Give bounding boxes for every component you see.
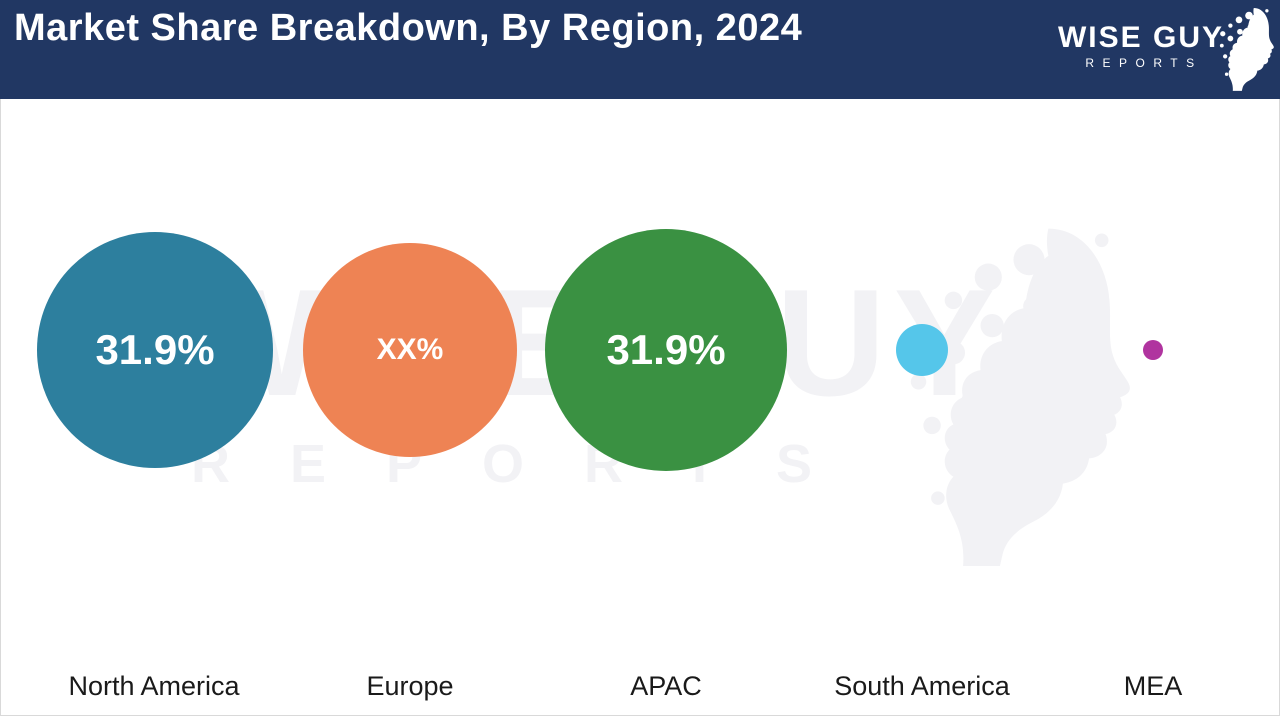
- category-label-south-america: South America: [834, 671, 1010, 701]
- bubble-value: 31.9%: [95, 326, 215, 373]
- watermark-head-icon: [903, 217, 1155, 566]
- header-bar: Market Share Breakdown, By Region, 2024 …: [0, 0, 1280, 99]
- bubble-north-america: 31.9%: [37, 232, 273, 468]
- bubble-value: XX%: [376, 333, 444, 366]
- chart-title: Market Share Breakdown, By Region, 2024: [14, 7, 803, 49]
- bubble-south-america: [896, 324, 948, 376]
- logo-wordmark: WISE GUY: [1057, 21, 1224, 54]
- chart-area: WISE GUY REPORTS 31.9% XX% 31.9% North A…: [0, 99, 1280, 716]
- category-label-apac: APAC: [630, 671, 702, 701]
- category-label-mea: MEA: [1123, 671, 1183, 701]
- bubble-value: 31.9%: [606, 326, 726, 373]
- watermark-subtitle: REPORTS: [191, 434, 873, 494]
- bubble-mea: [1143, 340, 1163, 360]
- bubble-apac: 31.9%: [545, 229, 787, 471]
- bubble-europe: XX%: [303, 243, 517, 457]
- wise-guy-reports-logo: WISE GUY REPORTS: [1058, 5, 1280, 91]
- logo-head-icon: [1218, 5, 1280, 91]
- category-label-north-america: North America: [68, 671, 240, 701]
- category-label-europe: Europe: [366, 671, 454, 701]
- logo-text: WISE GUY REPORTS: [1058, 21, 1224, 70]
- logo-subtitle: REPORTS: [1085, 56, 1203, 70]
